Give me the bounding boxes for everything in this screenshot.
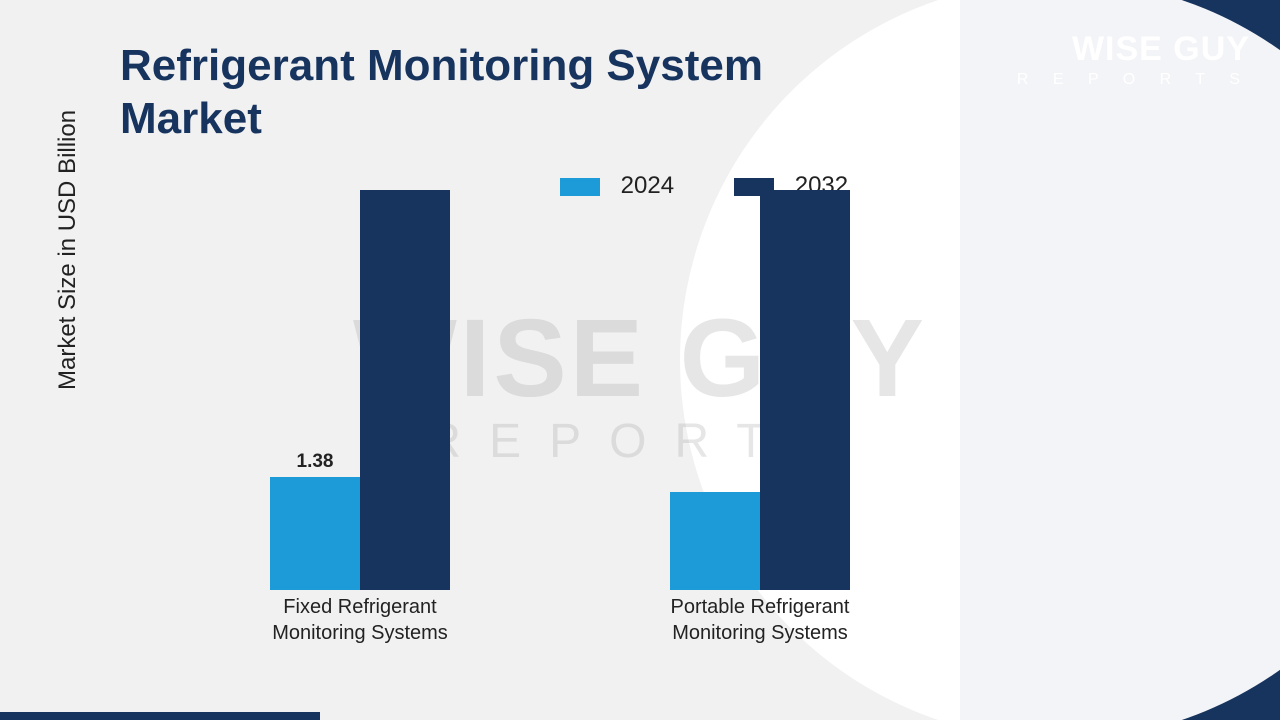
bar-portable-2024 (670, 492, 760, 590)
bar-group-portable (670, 190, 970, 590)
category-label-portable: Portable Refrigerant Monitoring Systems (650, 594, 870, 646)
brand-logo-line2: R E P O R T S (1017, 71, 1250, 89)
bar-portable-2032 (760, 190, 850, 590)
bar-fixed-2024 (270, 477, 360, 590)
y-axis-label: Market Size in USD Billion (54, 110, 82, 390)
bar-group-fixed: 1.38 (270, 190, 570, 590)
brand-logo-line1: WISE GUY (1017, 30, 1250, 69)
bar-label-fixed-2024: 1.38 (270, 451, 360, 473)
brand-logo: WISE GUY R E P O R T S (1017, 30, 1250, 89)
plot-area: 1.38 (140, 190, 960, 590)
bar-fixed-2032 (360, 190, 450, 590)
stage: WISE GUY R E P O R T S WISE GUY REPORTS … (0, 0, 1280, 720)
chart-title: Refrigerant Monitoring System Market (120, 40, 800, 146)
footer-accent-bar (0, 712, 320, 720)
category-label-fixed: Fixed Refrigerant Monitoring Systems (250, 594, 470, 646)
